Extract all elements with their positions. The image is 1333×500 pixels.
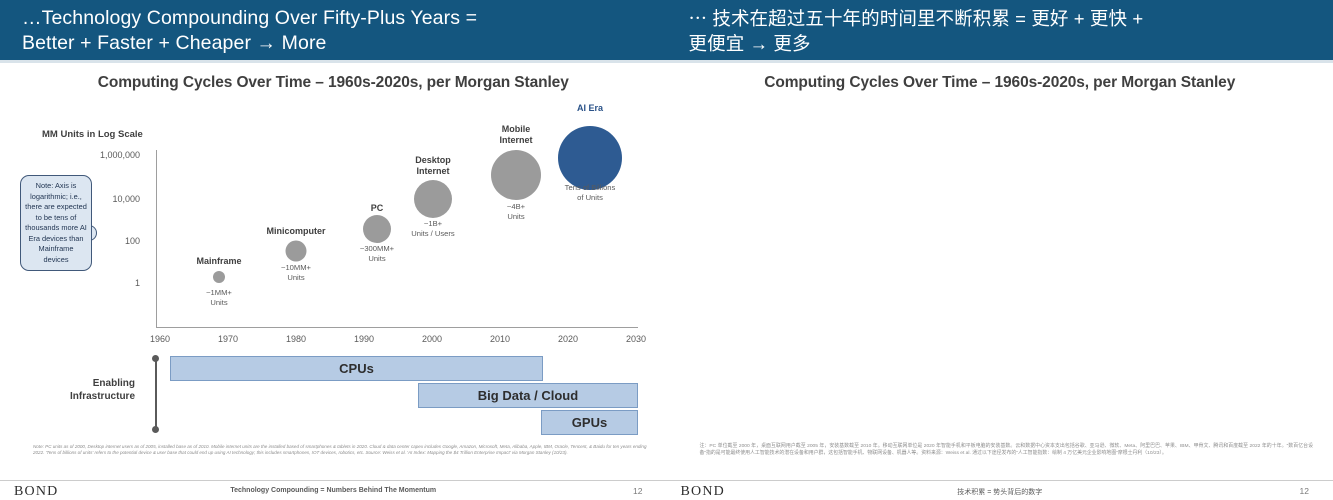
x-tick-2030: 2030 <box>625 334 647 344</box>
bond-logo: BOND <box>14 484 59 499</box>
infra-bar-gpus: GPUs <box>541 410 638 435</box>
bubble-mobile-internet <box>491 150 541 200</box>
slide-english: …Technology Compounding Over Fifty-Plus … <box>0 0 667 500</box>
y-tick-1000000: 1,000,000 <box>99 150 140 160</box>
bubble-value-mainframe: ~1MM+ Units <box>206 288 232 307</box>
bubble-label-minicomputer: Minicomputer <box>266 226 326 236</box>
bubble-ai-era <box>558 126 622 190</box>
infra-bar-cpus: CPUs <box>170 356 543 381</box>
footnote: Note: PC units as of 2000, Desktop inter… <box>33 444 647 456</box>
footer-divider-cn <box>666 480 1333 481</box>
enabling-infrastructure-label: Enabling Infrastructure <box>69 378 135 402</box>
infra-bar-big-data-cloud: Big Data / Cloud <box>418 383 638 408</box>
slide-header-cn: ⋯ 技术在超过五十年的时间里不断积累 = 更好 + 更快 + 更便宜 → 更多 <box>666 0 1333 60</box>
x-tick-2010: 2010 <box>489 334 511 344</box>
note-text: Note: Axis is logarithmic; i.e., there a… <box>25 181 87 264</box>
bubble-value-ai-era: Tens of Billions of Units <box>564 183 616 202</box>
header-divider-cn <box>666 60 1333 63</box>
bubble-label-pc: PC <box>370 203 384 213</box>
slide-header: …Technology Compounding Over Fifty-Plus … <box>0 0 667 60</box>
x-tick-1990: 1990 <box>353 334 375 344</box>
y-axis-caption: MM Units in Log Scale <box>42 129 143 140</box>
chart-title: Computing Cycles Over Time – 1960s-2020s… <box>97 74 569 91</box>
header-title-cn: ⋯ 技术在超过五十年的时间里不断积累 = 更好 + 更快 + 更便宜 → 更多 <box>688 8 1144 54</box>
x-tick-2000: 2000 <box>421 334 443 344</box>
x-tick-1960: 1960 <box>149 334 171 344</box>
chart-plot-area-cn: MM Units in Log Scale 1,000,000 10,000 1… <box>667 0 1333 500</box>
footer-caption-cn: 技术积累 = 势头背后的数字 <box>957 489 1043 496</box>
bubble-value-mobile-internet: ~4B+ Units <box>506 202 526 221</box>
bond-logo-cn: BOND <box>680 484 725 499</box>
bubble-label-desktop-internet: Desktop Internet <box>415 155 451 176</box>
bubble-value-desktop-internet: ~1B+ Units / Users <box>411 219 455 238</box>
infrastructure-bracket <box>151 355 160 433</box>
x-axis-line <box>156 327 638 328</box>
chart-title-cn: Computing Cycles Over Time – 1960s-2020s… <box>764 74 1236 91</box>
y-axis-line <box>156 150 157 327</box>
bubble-label-mainframe: Mainframe <box>196 256 242 266</box>
y-tick-100: 100 <box>124 236 140 246</box>
footnote-cn: 注：PC 单位截至 2000 年，桌面互联网用户截至 2005 年，安装基数截至… <box>699 444 1314 456</box>
x-tick-2020: 2020 <box>557 334 579 344</box>
page-number: 12 <box>633 486 643 496</box>
bubble-mainframe <box>213 271 225 283</box>
header-divider <box>0 60 667 63</box>
footer-divider <box>0 480 667 481</box>
header-title: …Technology Compounding Over Fifty-Plus … <box>22 7 478 54</box>
bubble-pc <box>363 215 391 243</box>
y-tick-10000: 10,000 <box>112 194 140 204</box>
x-tick-1970: 1970 <box>217 334 239 344</box>
slide-footer-cn: BOND 技术积累 = 势头背后的数字 12 <box>667 481 1333 500</box>
bubble-desktop-internet <box>414 180 452 218</box>
bubble-label-ai-era: AI Era <box>576 103 604 113</box>
footer-caption: Technology Compounding = Numbers Behind … <box>230 487 437 494</box>
x-tick-1980: 1980 <box>285 334 307 344</box>
page-number-cn: 12 <box>1299 486 1309 496</box>
bubble-label-mobile-internet: Mobile Internet <box>499 124 533 145</box>
note-callout: Note: Axis is logarithmic; i.e., there a… <box>20 175 92 271</box>
chart-plot-area: MM Units in Log Scale 1,000,000 10,000 1… <box>20 103 647 435</box>
bubble-value-minicomputer: ~10MM+ Units <box>281 263 311 282</box>
bubble-minicomputer <box>285 240 307 262</box>
slide-chinese: ⋯ 技术在超过五十年的时间里不断积累 = 更好 + 更快 + 更便宜 → 更多 … <box>666 0 1333 500</box>
y-tick-1: 1 <box>134 278 140 288</box>
slide-footer: BOND Technology Compounding = Numbers Be… <box>0 481 667 500</box>
bubble-value-pc: ~300MM+ Units <box>359 244 395 263</box>
